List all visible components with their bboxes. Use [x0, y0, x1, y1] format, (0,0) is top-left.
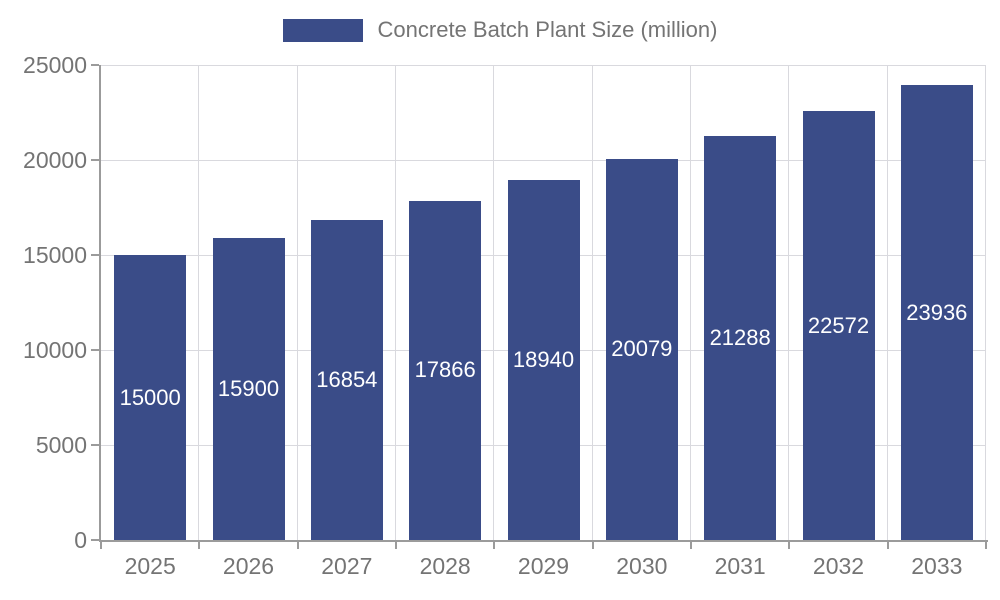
x-axis-line [99, 540, 988, 542]
vertical-gridline [788, 65, 790, 540]
bar-2032[interactable] [802, 111, 875, 540]
vertical-gridline [493, 65, 495, 540]
vertical-gridline [690, 65, 691, 540]
vertical-gridline [296, 65, 298, 540]
bar-2033[interactable] [900, 85, 973, 540]
x-axis-tick [886, 542, 889, 549]
x-axis-tick-label: 2026 [222, 553, 275, 579]
bar-value-label: 17866 [414, 357, 476, 383]
bar-value-label: 23936 [906, 299, 968, 325]
bar-value-label: 16854 [316, 366, 378, 392]
y-axis-tick [91, 349, 99, 351]
bar-2030[interactable] [605, 158, 678, 540]
y-axis-tick [91, 64, 99, 66]
plot-area: 0 5000 10000 15000 20000 25000 15000 2025 15900 2… [23, 52, 988, 579]
bar-2026[interactable] [212, 237, 285, 540]
x-axis-tick [395, 542, 397, 549]
bar-value-label: 21288 [709, 324, 771, 350]
legend[interactable]: Concrete Batch Plant Size (million) [0, 17, 1000, 43]
y-axis-tick-label: 15000 [23, 242, 87, 268]
y-axis-line [99, 65, 101, 542]
y-axis-tick-label: 0 [74, 527, 87, 553]
x-axis-tick-label: 2029 [517, 553, 570, 579]
x-axis-tick [788, 542, 791, 549]
y-axis-tick [91, 444, 99, 446]
x-axis-tick-label: 2031 [714, 553, 766, 579]
vertical-gridline [395, 65, 396, 540]
x-axis-tick-label: 2032 [812, 553, 865, 579]
horizontal-gridline [101, 65, 986, 66]
vertical-gridline [198, 65, 200, 540]
y-axis-tick-label: 10000 [23, 337, 87, 363]
x-axis-tick [296, 542, 299, 549]
y-axis-tick [91, 159, 99, 161]
x-axis-tick-label: 2025 [124, 553, 176, 579]
horizontal-gridline [101, 160, 986, 161]
y-axis-tick-label: 5000 [35, 432, 87, 458]
legend-swatch-icon [282, 18, 363, 42]
y-axis-tick [91, 539, 99, 541]
vertical-gridline [591, 65, 593, 540]
y-axis-tick [91, 254, 99, 256]
vertical-gridline [985, 65, 986, 540]
bar-2028[interactable] [409, 200, 482, 540]
bar-value-label: 15000 [119, 384, 181, 410]
bar-value-label: 18940 [512, 347, 575, 373]
x-axis-tick-label: 2030 [616, 553, 668, 579]
x-axis-tick [493, 542, 496, 549]
vertical-gridline [886, 65, 888, 540]
x-axis-tick-label: 2027 [321, 553, 373, 579]
x-axis-tick [100, 542, 102, 549]
legend-label: Concrete Batch Plant Size (million) [377, 17, 718, 42]
bar-2029[interactable] [507, 180, 580, 540]
x-axis-tick-label: 2033 [911, 553, 963, 579]
x-axis-tick [591, 542, 594, 549]
bar-2025[interactable] [114, 255, 187, 540]
x-axis-tick [690, 542, 692, 549]
y-axis-tick-label: 25000 [23, 52, 87, 78]
y-axis-tick-label: 20000 [23, 147, 87, 173]
bar-2027[interactable] [310, 219, 383, 540]
x-axis-tick [198, 542, 201, 549]
bar-value-label: 20079 [611, 336, 673, 362]
bar-value-label: 22572 [807, 312, 870, 338]
x-axis-tick [985, 542, 987, 549]
bar-value-label: 15900 [217, 375, 280, 401]
bar-2031[interactable] [704, 135, 777, 540]
x-axis-tick-label: 2028 [419, 553, 471, 579]
